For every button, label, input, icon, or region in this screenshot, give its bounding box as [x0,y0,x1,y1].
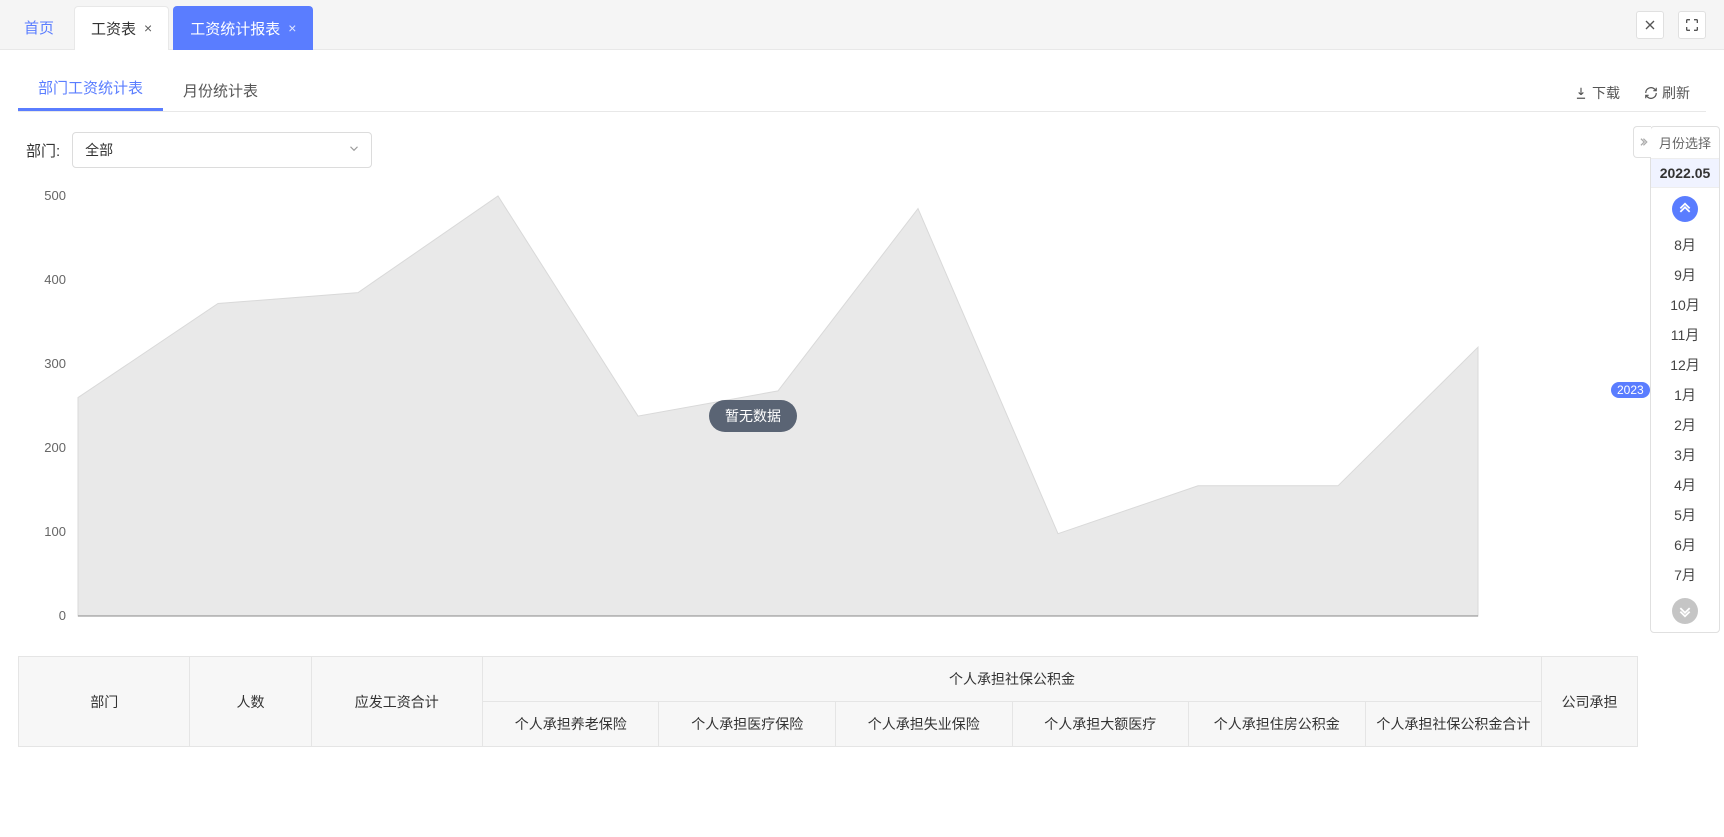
month-panel-current: 2022.05 [1651,159,1719,188]
chevron-up-icon [1678,202,1692,216]
download-label: 下载 [1592,83,1620,103]
chevron-down-icon [1678,604,1692,618]
tab-salary-label: 工资表 [91,18,136,39]
svg-text:100: 100 [44,524,66,539]
month-item[interactable]: 1月2023 [1651,380,1719,410]
close-icon[interactable]: × [288,20,296,36]
scroll-down-button[interactable] [1672,598,1698,624]
svg-text:0: 0 [59,608,66,623]
table-header-cell: 应发工资合计 [311,657,482,747]
month-item[interactable]: 9月 [1651,260,1719,290]
tab-salary-report-label: 工资统计报表 [190,18,280,39]
refresh-button[interactable]: 刷新 [1644,83,1690,103]
svg-text:500: 500 [44,188,66,203]
salary-table: 部门人数应发工资合计个人承担社保公积金公司承担个人承担养老保险个人承担医疗保险个… [18,656,1638,747]
tab-home-label: 首页 [24,17,54,38]
sub-tab-month-stats[interactable]: 月份统计表 [163,70,278,111]
table-header-cell: 个人承担住房公积金 [1189,702,1366,747]
month-panel-title: 月份选择 [1651,127,1719,159]
month-item[interactable]: 7月 [1651,560,1719,590]
tab-home[interactable]: 首页 [8,6,70,50]
filter-row: 部门: 全部 [18,112,1706,178]
no-data-badge: 暂无数据 [709,400,797,432]
download-button[interactable]: 下载 [1574,83,1620,103]
tab-salary[interactable]: 工资表 × [74,6,169,50]
department-filter-label: 部门: [26,140,60,161]
department-select-value: 全部 [85,140,113,160]
month-item[interactable]: 2月 [1651,410,1719,440]
department-select[interactable]: 全部 [72,132,372,168]
close-icon[interactable]: × [144,20,152,36]
svg-text:300: 300 [44,356,66,371]
refresh-icon [1644,86,1658,100]
top-tabs-bar: 首页 工资表 × 工资统计报表 × [0,0,1724,50]
refresh-label: 刷新 [1662,83,1690,103]
month-item[interactable]: 5月 [1651,500,1719,530]
svg-text:200: 200 [44,440,66,455]
month-item[interactable]: 10月 [1651,290,1719,320]
month-item[interactable]: 6月 [1651,530,1719,560]
content-area: 部门工资统计表 月份统计表 下载 刷新 部门: 全部 0 100 200 300 400 [0,50,1724,747]
download-icon [1574,86,1588,100]
scroll-up-button[interactable] [1672,196,1698,222]
table-header-cell: 公司承担 [1542,657,1638,747]
table-header-cell: 个人承担医疗保险 [659,702,836,747]
fullscreen-button[interactable] [1678,11,1706,39]
sub-tab-department-stats[interactable]: 部门工资统计表 [18,67,163,111]
tab-salary-report[interactable]: 工资统计报表 × [173,6,313,50]
month-item[interactable]: 11月 [1651,320,1719,350]
sub-tab-label: 月份统计表 [183,83,258,100]
chevron-right-icon [1638,137,1648,147]
table-header-cell: 个人承担社保公积金合计 [1365,702,1542,747]
sub-tabs: 部门工资统计表 月份统计表 下载 刷新 [18,68,1706,112]
table-header-cell: 部门 [19,657,190,747]
table-header-cell: 人数 [190,657,311,747]
month-item[interactable]: 8月 [1651,230,1719,260]
salary-area-chart: 0 100 200 300 400 500 暂无数据 [18,186,1488,646]
close-all-tabs-button[interactable] [1636,11,1664,39]
table-header-cell: 个人承担大额医疗 [1012,702,1189,747]
month-item[interactable]: 3月 [1651,440,1719,470]
month-select-panel: 月份选择 2022.05 8月9月10月11月12月1月20232月3月4月5月… [1650,126,1720,633]
chevron-down-icon [347,142,361,159]
year-badge: 2023 [1611,382,1650,398]
table-header-group: 个人承担社保公积金 [482,657,1541,702]
collapse-panel-button[interactable] [1633,126,1651,158]
svg-text:400: 400 [44,272,66,287]
month-item[interactable]: 12月 [1651,350,1719,380]
table-header-cell: 个人承担养老保险 [482,702,659,747]
sub-tab-label: 部门工资统计表 [38,80,143,97]
month-item[interactable]: 4月 [1651,470,1719,500]
table-header-cell: 个人承担失业保险 [836,702,1013,747]
